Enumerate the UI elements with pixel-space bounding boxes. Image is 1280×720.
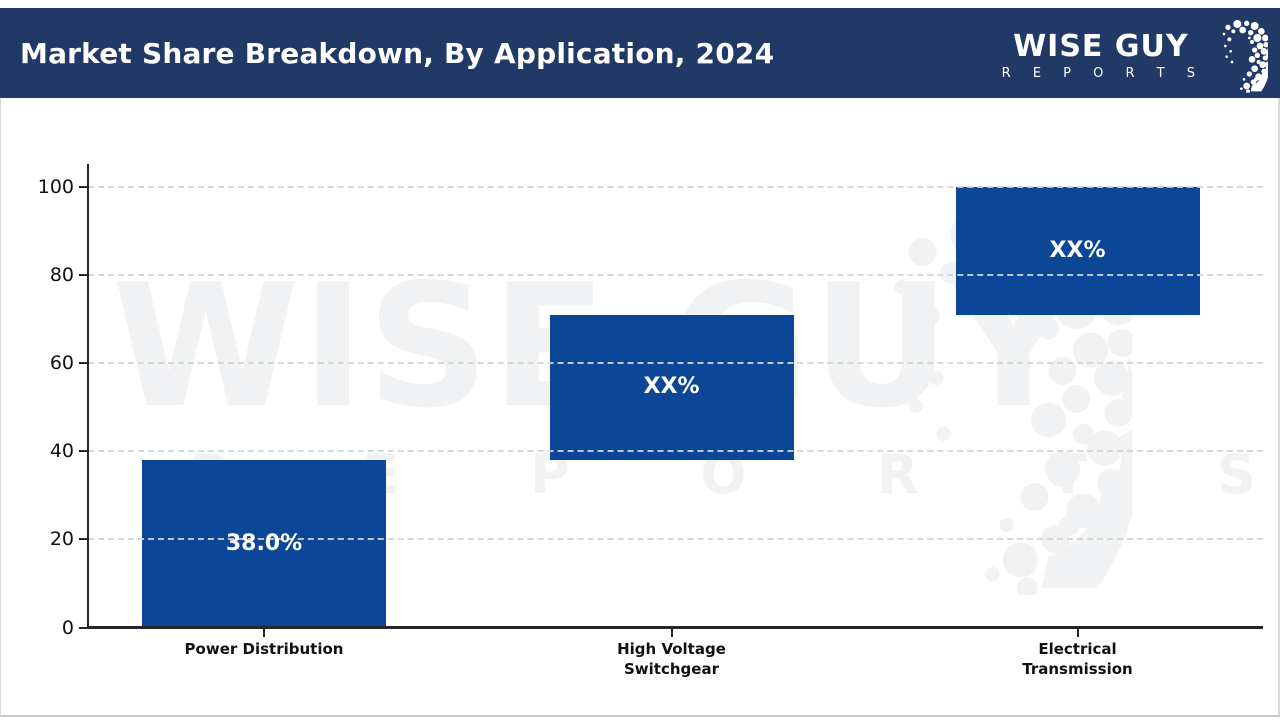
bar-power-distribution — [142, 460, 386, 628]
category-label-line: Transmission — [1022, 660, 1133, 678]
bar-value-label-high-voltage-switchgear: XX% — [643, 374, 700, 400]
bar-electrical-transmission — [955, 187, 1200, 315]
gridline-y100 — [88, 186, 1263, 188]
bar-value-label-power-distribution: 38.0% — [225, 530, 303, 556]
bar-value-label-electrical-transmission: XX% — [1049, 237, 1106, 263]
category-label-electrical-transmission: Electrical Transmission — [908, 639, 1248, 679]
figure-border-bottom — [0, 715, 1280, 717]
category-label-line: Switchgear — [624, 660, 719, 678]
y-tick-label-100: 100 — [37, 176, 74, 198]
x-tick-electrical-transmission — [1076, 629, 1079, 637]
y-tick-100 — [79, 186, 88, 188]
x-tick-high-voltage-switchgear — [670, 629, 673, 637]
y-tick-40 — [79, 450, 88, 453]
y-tick-label-40: 40 — [49, 440, 74, 463]
brand-logo: WISE GUY R E P O R T S — [998, 14, 1268, 98]
category-label-line: Power Distribution — [184, 640, 344, 658]
x-axis-line — [88, 626, 1263, 629]
gridline-y80 — [88, 274, 1263, 277]
y-tick-label-80: 80 — [49, 264, 74, 287]
category-label-high-voltage-switchgear: High Voltage Switchgear — [502, 639, 842, 679]
figure-border-right — [1278, 98, 1280, 716]
y-tick-0 — [79, 626, 88, 629]
y-tick-20 — [79, 538, 88, 541]
gridline-y60 — [88, 362, 1263, 365]
category-label-line: Electrical — [1038, 640, 1117, 658]
y-tick-label-20: 20 — [49, 528, 74, 551]
y-tick-60 — [79, 362, 88, 365]
logo-wordmark: WISE GUY — [1013, 29, 1189, 64]
figure-border-left — [0, 98, 1, 716]
category-label-power-distribution: Power Distribution — [94, 639, 434, 659]
bar-high-voltage-switchgear — [549, 314, 794, 461]
chart-title: Market Share Breakdown, By Application, … — [20, 36, 775, 70]
logo-wordmark-block: WISE GUY R E P O R T S — [998, 29, 1204, 82]
category-label-line: High Voltage — [617, 640, 726, 658]
gridline-y20 — [88, 538, 1263, 541]
header-bar: Market Share Breakdown, By Application, … — [0, 8, 1280, 98]
x-tick-power-distribution — [263, 629, 265, 637]
logo-subtitle: R E P O R T S — [1001, 66, 1204, 81]
y-tick-label-60: 60 — [49, 352, 74, 375]
logo-face-icon — [1208, 18, 1268, 94]
gridline-y40 — [88, 450, 1263, 453]
y-tick-label-0: 0 — [61, 616, 74, 639]
y-tick-80 — [79, 274, 88, 277]
y-axis-line — [87, 164, 89, 629]
